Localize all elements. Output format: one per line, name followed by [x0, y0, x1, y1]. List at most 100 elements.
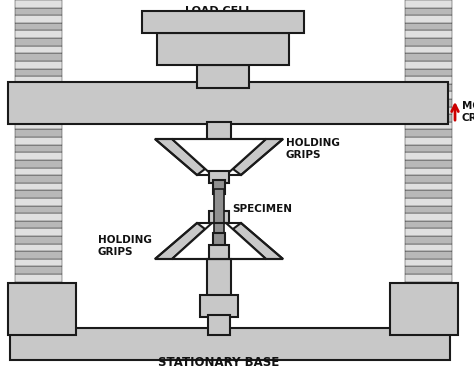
Bar	[405, 183, 452, 190]
Bar	[405, 327, 452, 335]
Bar	[209, 171, 229, 183]
Bar	[405, 61, 452, 69]
Bar	[213, 233, 225, 247]
Bar	[15, 229, 62, 236]
Bar	[405, 30, 452, 38]
Bar	[405, 53, 452, 61]
Bar	[15, 69, 62, 76]
Bar	[405, 251, 452, 259]
Bar	[15, 106, 62, 114]
Bar	[15, 130, 62, 137]
Bar	[200, 295, 238, 317]
Bar	[390, 283, 458, 335]
Bar	[15, 320, 62, 327]
Bar	[405, 46, 452, 53]
Bar	[15, 168, 62, 175]
Bar	[15, 160, 62, 168]
Bar	[15, 53, 62, 61]
Bar	[213, 180, 225, 194]
Text: STATIONARY BASE: STATIONARY BASE	[158, 356, 280, 369]
Polygon shape	[172, 139, 266, 175]
Bar	[405, 274, 452, 282]
Text: MOVING
CROSSHEAD: MOVING CROSSHEAD	[462, 101, 474, 122]
Bar	[208, 315, 230, 335]
Bar	[15, 251, 62, 259]
Bar	[15, 145, 62, 152]
Bar	[405, 0, 452, 8]
Bar	[15, 46, 62, 53]
Bar	[405, 69, 452, 76]
Bar	[15, 0, 62, 8]
Bar	[15, 137, 62, 145]
Bar	[405, 130, 452, 137]
Bar	[405, 145, 452, 152]
Bar	[405, 23, 452, 30]
Bar	[15, 152, 62, 160]
Bar	[15, 221, 62, 229]
Bar	[15, 38, 62, 46]
Bar	[15, 305, 62, 312]
Bar	[15, 274, 62, 282]
Bar	[207, 259, 231, 299]
Bar	[405, 137, 452, 145]
Bar	[15, 23, 62, 30]
Bar	[15, 190, 62, 198]
Bar	[15, 213, 62, 221]
Bar	[405, 266, 452, 274]
Bar	[15, 30, 62, 38]
Bar	[405, 160, 452, 168]
Bar	[405, 84, 452, 91]
Bar	[15, 61, 62, 69]
Bar	[209, 245, 229, 259]
Bar	[405, 229, 452, 236]
Bar	[405, 106, 452, 114]
Bar	[15, 198, 62, 205]
Bar	[15, 244, 62, 251]
Bar	[15, 289, 62, 297]
Bar	[405, 213, 452, 221]
Bar	[405, 122, 452, 130]
Bar	[209, 211, 229, 223]
Bar	[15, 84, 62, 91]
Bar	[405, 221, 452, 229]
Bar	[15, 259, 62, 266]
Bar	[405, 15, 452, 23]
Bar	[405, 190, 452, 198]
Bar	[157, 33, 289, 65]
Polygon shape	[155, 139, 205, 175]
Bar	[405, 305, 452, 312]
Bar	[405, 297, 452, 305]
Bar	[15, 8, 62, 15]
Bar	[15, 312, 62, 320]
Bar	[405, 312, 452, 320]
Bar	[405, 38, 452, 46]
Bar	[405, 91, 452, 99]
Bar	[10, 328, 450, 360]
Bar	[197, 65, 249, 88]
Bar	[15, 236, 62, 244]
Bar	[405, 8, 452, 15]
Bar	[405, 175, 452, 183]
Bar	[405, 114, 452, 122]
Bar	[15, 266, 62, 274]
Bar	[15, 122, 62, 130]
Text: LOAD CELL: LOAD CELL	[185, 6, 253, 16]
Bar	[142, 11, 304, 33]
Bar	[405, 99, 452, 106]
Bar	[8, 82, 448, 124]
Bar	[405, 152, 452, 160]
Bar	[405, 282, 452, 289]
Bar	[8, 283, 76, 335]
Polygon shape	[233, 139, 283, 175]
Bar	[405, 320, 452, 327]
Bar	[15, 282, 62, 289]
Bar	[15, 76, 62, 84]
Bar	[15, 183, 62, 190]
Bar	[15, 99, 62, 106]
Bar	[405, 205, 452, 213]
Polygon shape	[233, 223, 283, 259]
Polygon shape	[172, 223, 266, 259]
Bar	[405, 168, 452, 175]
Text: HOLDING
GRIPS: HOLDING GRIPS	[286, 138, 340, 160]
Bar	[15, 297, 62, 305]
